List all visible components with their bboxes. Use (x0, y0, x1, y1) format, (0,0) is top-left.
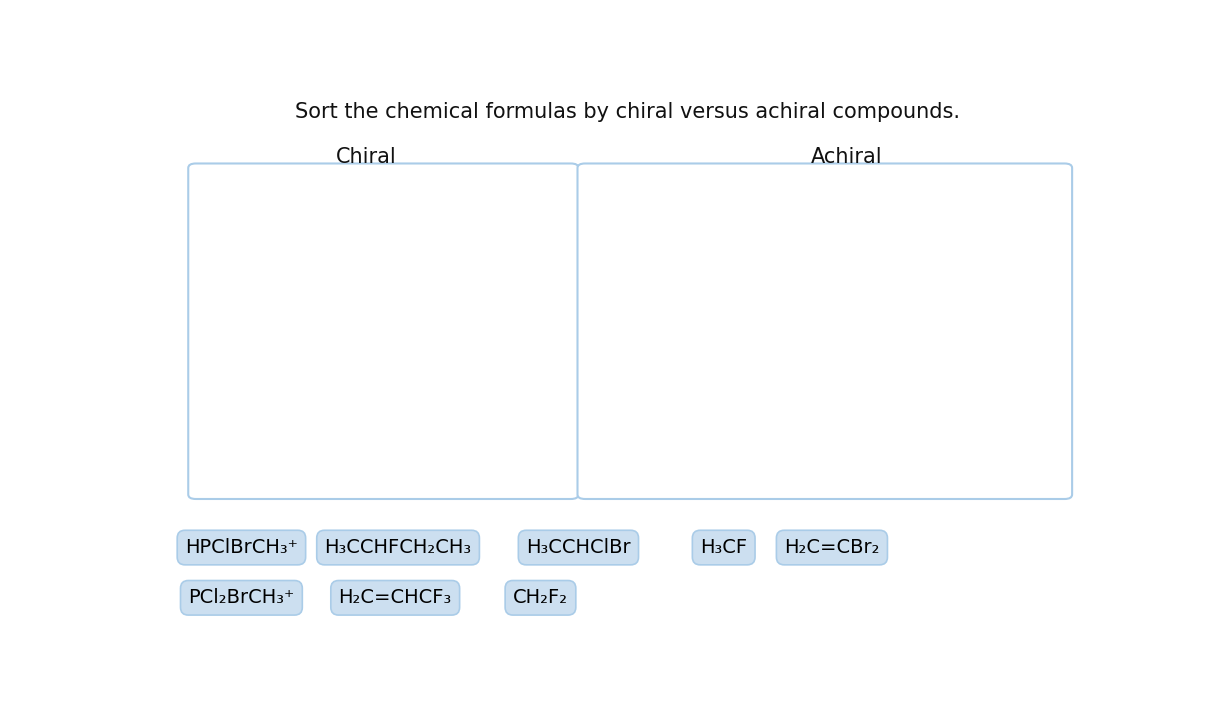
Text: Achiral: Achiral (811, 146, 882, 167)
Text: PCl₂BrCH₃⁺: PCl₂BrCH₃⁺ (189, 588, 294, 608)
Text: CH₂F₂: CH₂F₂ (513, 588, 568, 608)
Text: H₃CF: H₃CF (701, 538, 747, 557)
Text: H₂C=CBr₂: H₂C=CBr₂ (784, 538, 880, 557)
Text: HPClBrCH₃⁺: HPClBrCH₃⁺ (185, 538, 298, 557)
FancyBboxPatch shape (577, 163, 1072, 499)
Text: Sort the chemical formulas by chiral versus achiral compounds.: Sort the chemical formulas by chiral ver… (295, 102, 960, 122)
Text: H₃CCHFCH₂CH₃: H₃CCHFCH₂CH₃ (325, 538, 472, 557)
Text: H₂C=CHCF₃: H₂C=CHCF₃ (338, 588, 452, 608)
Text: H₃CCHClBr: H₃CCHClBr (526, 538, 631, 557)
Text: Chiral: Chiral (337, 146, 397, 167)
FancyBboxPatch shape (189, 163, 578, 499)
